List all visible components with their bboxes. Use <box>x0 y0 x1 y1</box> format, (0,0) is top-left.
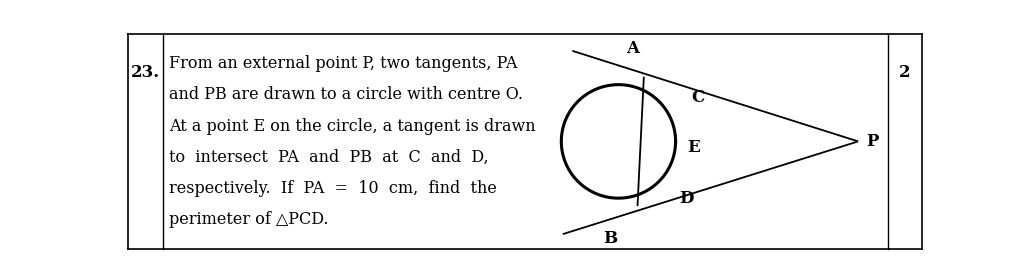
Text: respectively.  If  PA  =  10  cm,  find  the: respectively. If PA = 10 cm, find the <box>169 180 497 197</box>
Text: A: A <box>627 40 639 57</box>
Text: D: D <box>680 190 694 207</box>
Text: From an external point P, two tangents, PA: From an external point P, two tangents, … <box>169 55 518 72</box>
Text: and PB are drawn to a circle with centre O.: and PB are drawn to a circle with centre… <box>169 87 523 103</box>
Text: B: B <box>603 230 617 247</box>
Text: perimeter of △PCD.: perimeter of △PCD. <box>169 211 329 228</box>
Text: to  intersect  PA  and  PB  at  C  and  D,: to intersect PA and PB at C and D, <box>169 149 488 166</box>
Text: E: E <box>687 139 700 156</box>
Text: C: C <box>691 89 705 106</box>
Text: 23.: 23. <box>131 64 160 81</box>
Text: P: P <box>866 133 879 150</box>
Text: At a point E on the circle, a tangent is drawn: At a point E on the circle, a tangent is… <box>169 118 536 135</box>
Text: 2: 2 <box>899 64 910 81</box>
